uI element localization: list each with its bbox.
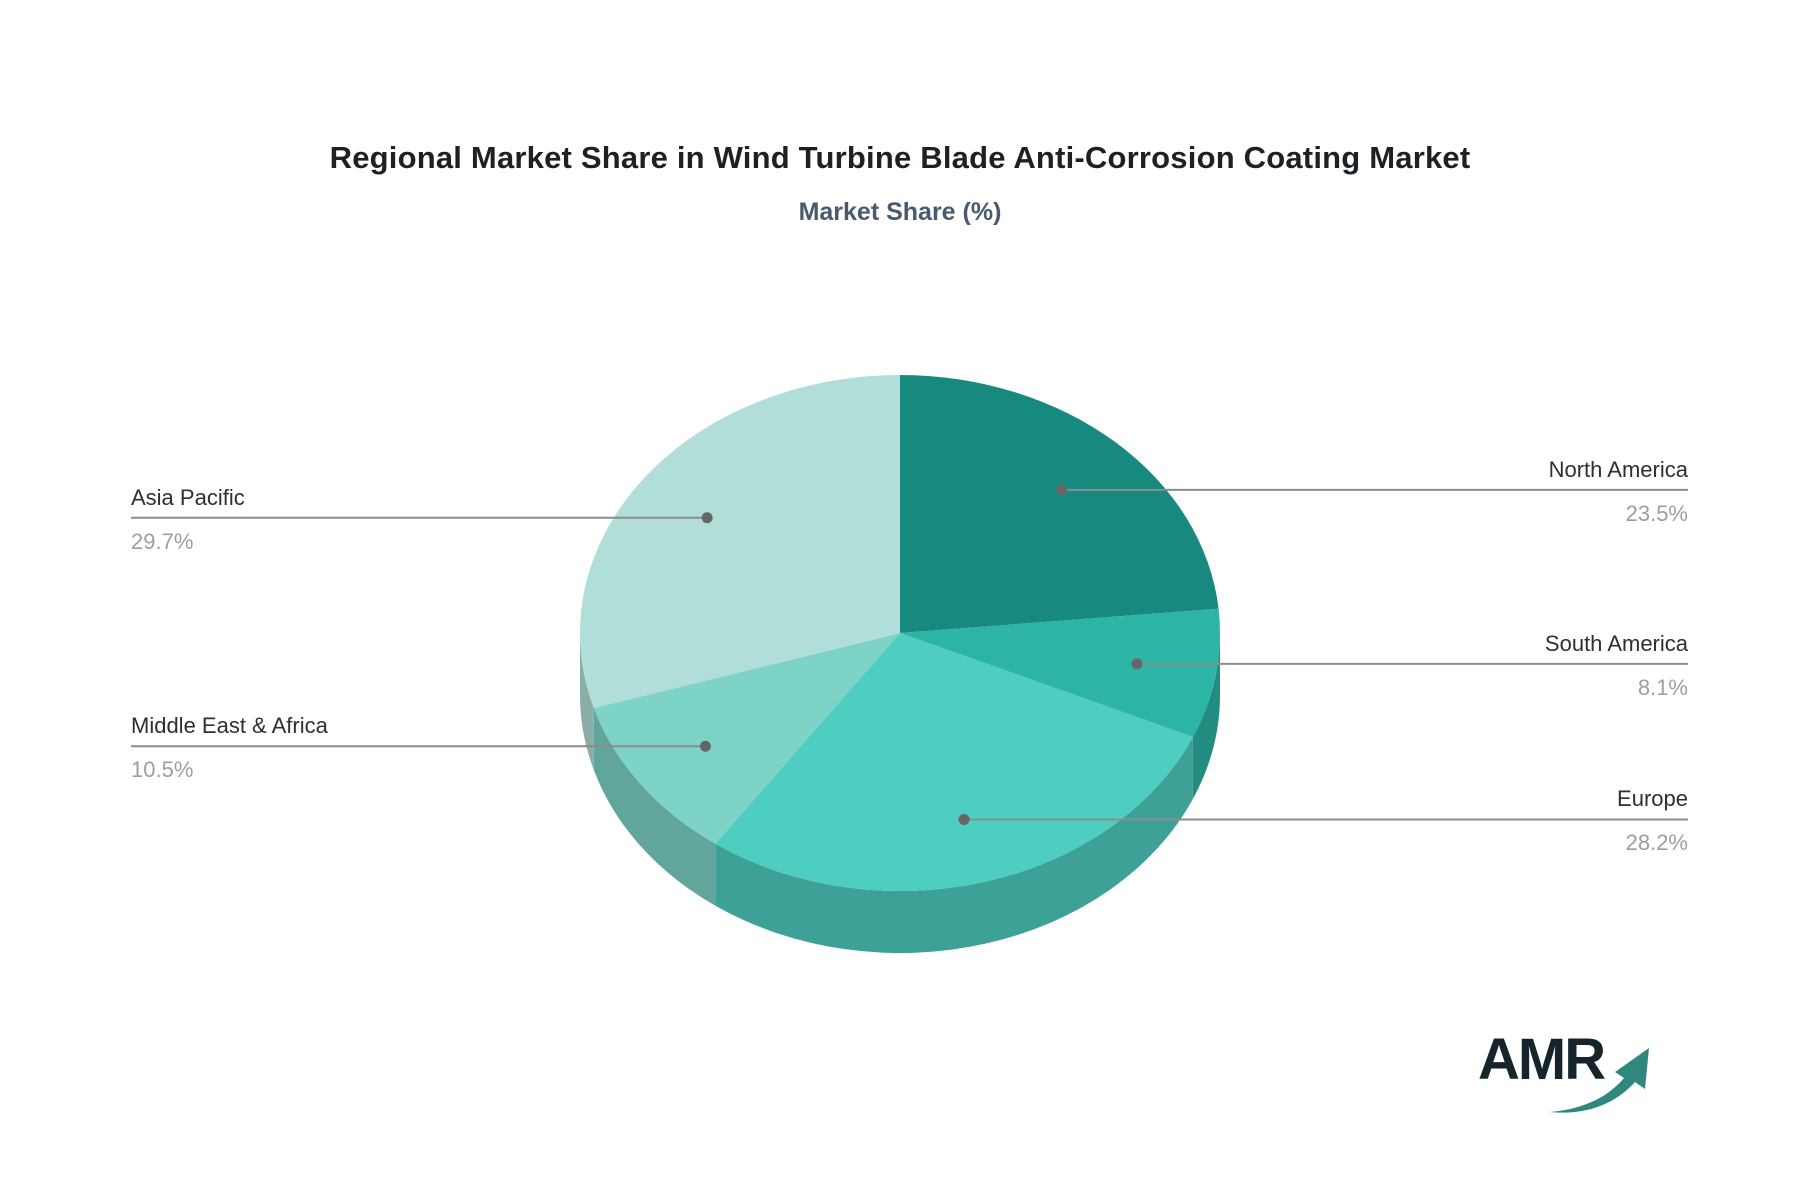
- connector-dot: [1056, 484, 1068, 496]
- growth-arrow-icon: [1550, 1048, 1649, 1113]
- amr-logo-text: AMR: [1478, 1027, 1606, 1092]
- connector-dot: [701, 512, 713, 524]
- connector-dot: [699, 740, 711, 752]
- slice-label: Asia Pacific: [131, 484, 245, 510]
- pie-slice-north-america[interactable]: [900, 375, 1219, 633]
- chart-subtitle: Market Share (%): [798, 198, 1002, 226]
- slice-percent: 28.2%: [1625, 830, 1688, 856]
- slice-label: Middle East & Africa: [131, 713, 328, 739]
- slice-label: Europe: [1617, 786, 1688, 812]
- connector-dot: [1131, 658, 1143, 670]
- pie-slice-side-asia-pacific: [580, 633, 594, 771]
- pie-slice-south-america[interactable]: [900, 608, 1220, 737]
- chart-title: Regional Market Share in Wind Turbine Bl…: [329, 140, 1471, 175]
- pie-slice-europe[interactable]: [715, 633, 1193, 891]
- slice-label: North America: [1548, 456, 1688, 482]
- slice-percent: 29.7%: [131, 528, 194, 554]
- slice-label: South America: [1544, 630, 1688, 656]
- pie-slice-side-europe: [715, 736, 1193, 953]
- amr-logo: AMR: [1478, 1026, 1698, 1126]
- slice-percent: 23.5%: [1625, 500, 1688, 526]
- slice-percent: 8.1%: [1637, 674, 1688, 700]
- pie-slice-side-south-america: [1192, 633, 1220, 799]
- pie-slice-asia-pacific[interactable]: [580, 375, 900, 709]
- connector-dot: [958, 813, 970, 825]
- slice-percent: 10.5%: [131, 757, 194, 783]
- pie-slice-middle-east-africa[interactable]: [593, 633, 900, 844]
- pie-slice-side-middle-east-africa: [593, 708, 716, 906]
